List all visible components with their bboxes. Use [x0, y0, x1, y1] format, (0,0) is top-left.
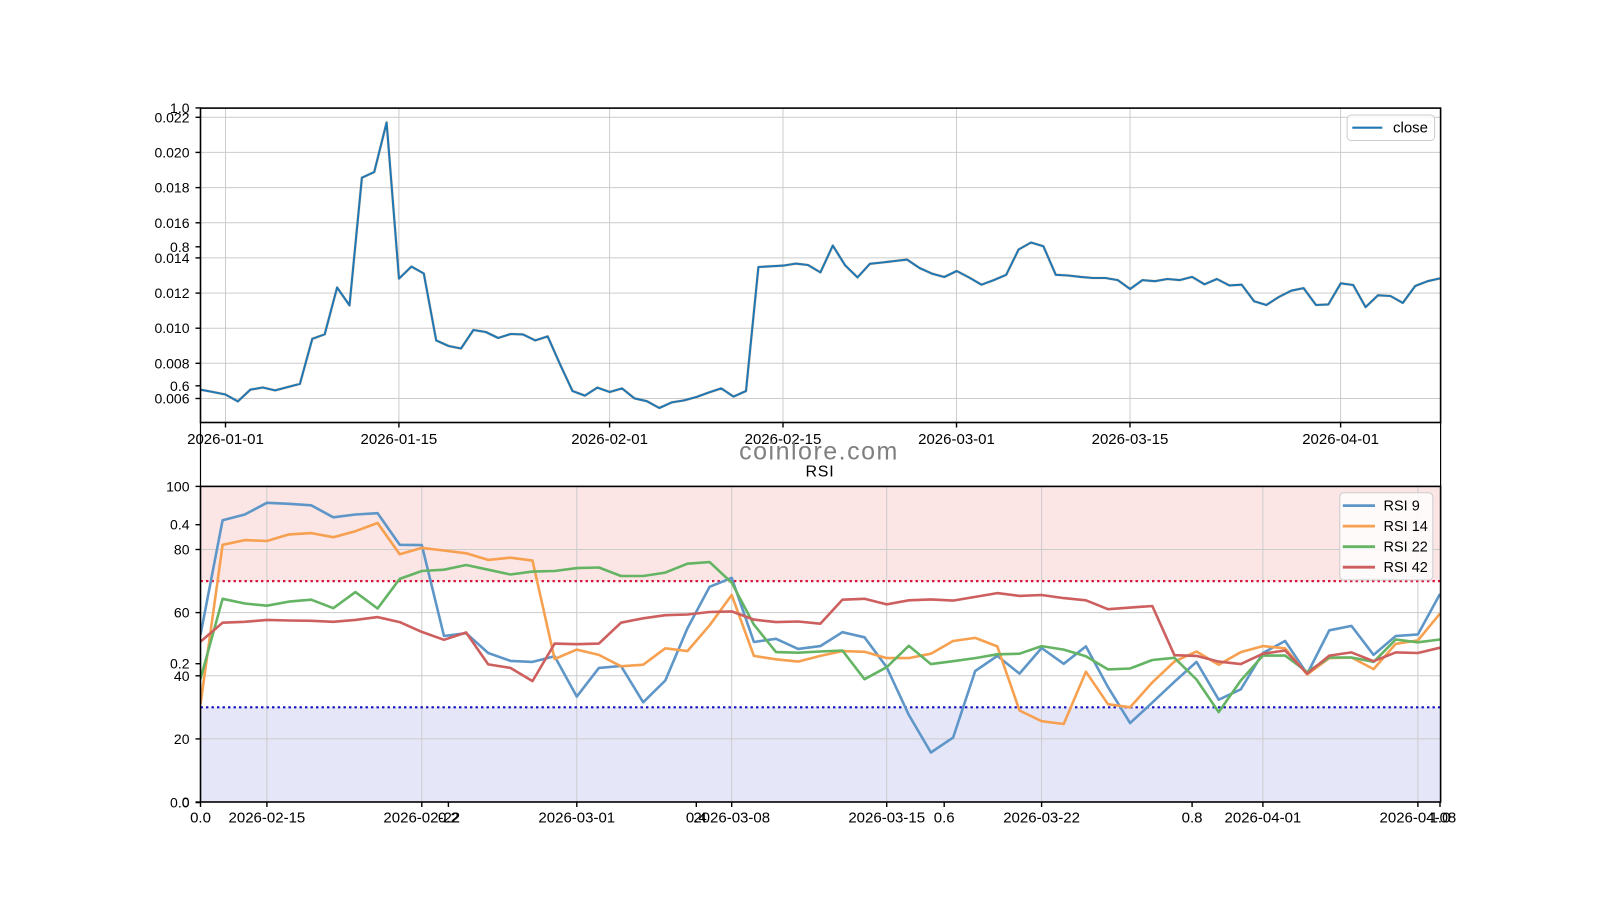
svg-text:2026-02-01: 2026-02-01: [571, 431, 648, 448]
svg-text:60: 60: [174, 605, 190, 621]
svg-text:2026-03-15: 2026-03-15: [848, 810, 925, 827]
svg-text:0.012: 0.012: [154, 285, 189, 301]
svg-text:20: 20: [174, 731, 190, 747]
svg-text:0.2: 0.2: [438, 810, 459, 827]
svg-text:2026-03-01: 2026-03-01: [538, 810, 615, 827]
svg-text:40: 40: [174, 668, 190, 684]
svg-text:100: 100: [166, 478, 190, 494]
svg-text:0.8: 0.8: [170, 239, 190, 255]
svg-text:2026-03-15: 2026-03-15: [1092, 431, 1169, 448]
svg-text:2026-03-22: 2026-03-22: [1003, 810, 1080, 827]
svg-text:2026-03-01: 2026-03-01: [918, 431, 995, 448]
svg-text:RSI 14: RSI 14: [1384, 519, 1428, 535]
svg-text:0.6: 0.6: [934, 810, 955, 827]
svg-text:2026-02-22: 2026-02-22: [383, 810, 460, 827]
svg-text:2026-02-15: 2026-02-15: [745, 431, 822, 448]
svg-text:0.2: 0.2: [170, 656, 190, 672]
svg-text:80: 80: [174, 542, 190, 558]
svg-text:RSI 22: RSI 22: [1384, 540, 1428, 556]
svg-text:close: close: [1393, 120, 1428, 137]
svg-text:0.4: 0.4: [686, 810, 707, 827]
svg-text:2026-01-15: 2026-01-15: [361, 431, 438, 448]
svg-text:0: 0: [182, 794, 190, 810]
svg-text:0.008: 0.008: [154, 355, 189, 371]
svg-text:0.0: 0.0: [170, 795, 190, 811]
svg-text:0.4: 0.4: [170, 517, 190, 533]
svg-text:1.0: 1.0: [1430, 810, 1451, 827]
svg-text:2026-04-01: 2026-04-01: [1302, 431, 1379, 448]
svg-text:0.016: 0.016: [154, 215, 189, 231]
svg-text:0.018: 0.018: [154, 180, 189, 196]
svg-text:0.8: 0.8: [1182, 810, 1203, 827]
svg-text:0.022: 0.022: [154, 109, 189, 125]
svg-text:0.020: 0.020: [154, 144, 189, 160]
svg-text:RSI 9: RSI 9: [1384, 499, 1420, 515]
svg-text:0.0: 0.0: [190, 810, 211, 827]
svg-text:coinlore.com: coinlore.com: [739, 438, 899, 466]
svg-text:2026-03-08: 2026-03-08: [693, 810, 770, 827]
svg-text:0.6: 0.6: [170, 378, 190, 394]
svg-text:0.010: 0.010: [154, 320, 189, 336]
svg-text:0.006: 0.006: [154, 391, 189, 407]
svg-text:2026-02-15: 2026-02-15: [229, 810, 306, 827]
svg-text:1.0: 1.0: [170, 100, 190, 116]
svg-text:RSI 42: RSI 42: [1384, 560, 1428, 576]
svg-text:RSI: RSI: [805, 464, 834, 481]
svg-text:2026-01-01: 2026-01-01: [187, 431, 264, 448]
svg-text:2026-04-01: 2026-04-01: [1225, 810, 1302, 827]
svg-text:0.014: 0.014: [154, 250, 189, 266]
svg-text:2026-04-08: 2026-04-08: [1380, 810, 1457, 827]
